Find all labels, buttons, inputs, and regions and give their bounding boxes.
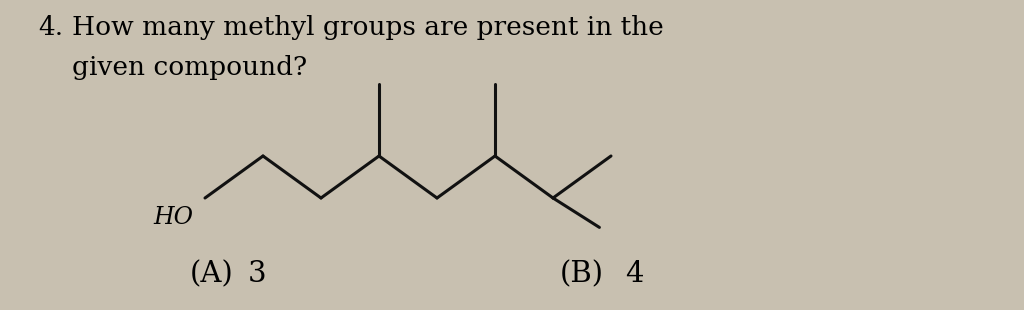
Text: given compound?: given compound?	[72, 55, 307, 80]
Text: 4: 4	[625, 260, 643, 288]
Text: 3: 3	[248, 260, 266, 288]
Text: How many methyl groups are present in the: How many methyl groups are present in th…	[72, 15, 664, 40]
Text: HO: HO	[153, 206, 193, 229]
Text: (A): (A)	[190, 260, 233, 288]
Text: (B): (B)	[560, 260, 604, 288]
Text: 4.: 4.	[38, 15, 63, 40]
